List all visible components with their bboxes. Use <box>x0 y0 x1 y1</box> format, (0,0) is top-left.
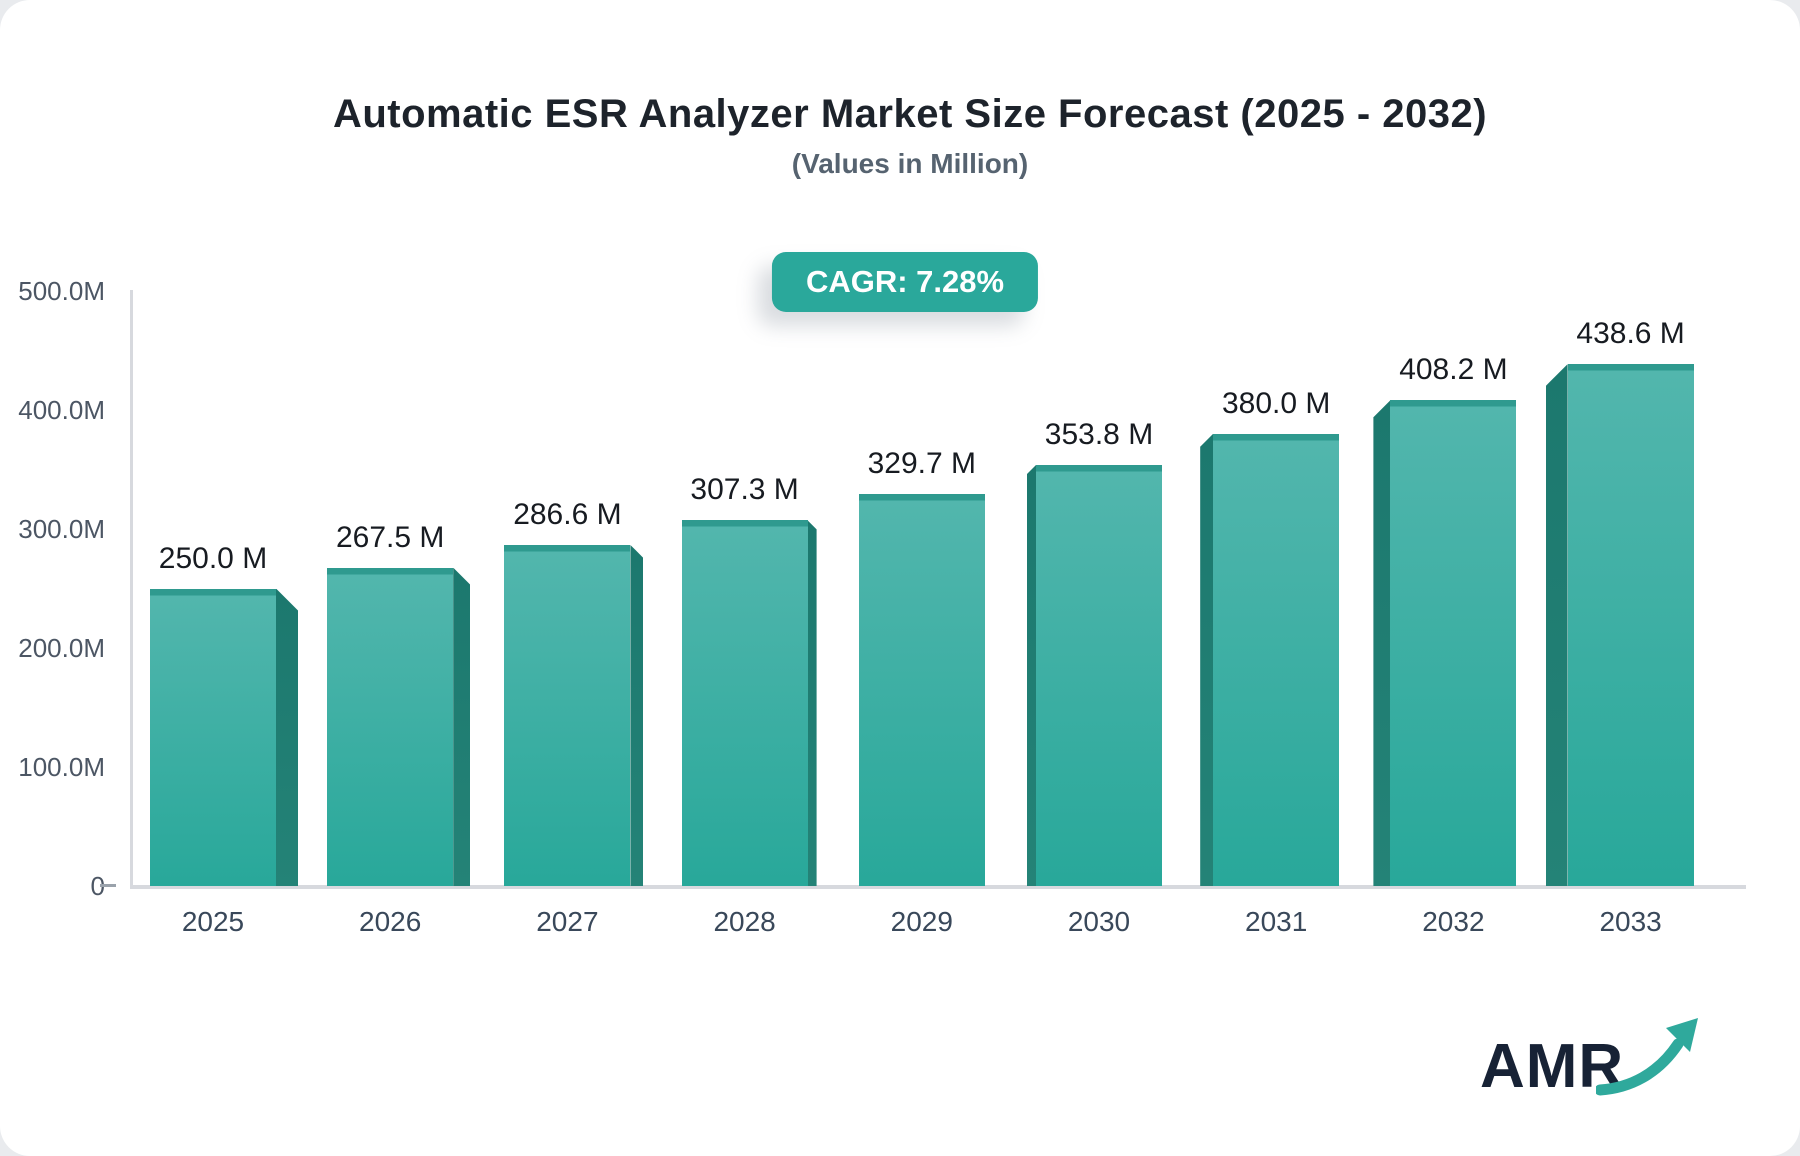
cagr-badge: CAGR: 7.28% <box>771 252 1039 312</box>
bar-3d-side <box>453 567 471 886</box>
x-axis-baseline <box>130 885 1746 889</box>
trending-up-arrow-icon <box>1596 1018 1698 1096</box>
x-axis-year-label: 2031 <box>1245 906 1308 937</box>
bar-3d-side <box>1027 464 1036 886</box>
bar-2032 <box>1390 400 1517 886</box>
x-axis-year-label: 2026 <box>359 906 422 937</box>
bar-2028 <box>681 520 808 886</box>
bar-3d-side <box>1200 433 1214 886</box>
bar-2025 <box>150 588 276 886</box>
x-axis-year-label: 2028 <box>713 906 776 937</box>
bar-value-label: 307.3 M <box>690 473 799 507</box>
bar-2029 <box>858 493 985 886</box>
bar-3d-side <box>1373 400 1391 886</box>
amr-logo: AMR <box>1480 1014 1700 1104</box>
x-axis-year-label: 2025 <box>181 906 245 937</box>
x-axis-year-label: 2033 <box>1599 906 1662 937</box>
bar-3d-side <box>1545 364 1568 886</box>
bar-3d-side <box>807 520 817 886</box>
y-axis-tick-label: 400.0M <box>18 395 105 425</box>
bar-value-label: 329.7 M <box>867 446 976 480</box>
x-axis-year-label: 2027 <box>536 906 599 937</box>
x-axis-year-label: 2029 <box>890 906 953 937</box>
bar-2026 <box>327 567 454 886</box>
bar-3d-side <box>276 588 298 886</box>
bar-2030 <box>1036 464 1162 886</box>
y-axis-tick-label: 0 <box>90 871 105 901</box>
bar-value-label: 250.0 M <box>158 541 268 575</box>
x-axis-year-label: 2032 <box>1422 906 1485 937</box>
x-axis-year-label: 2030 <box>1067 906 1131 937</box>
bar-3d-side <box>630 544 644 886</box>
y-axis-tick-label: 300.0M <box>18 514 105 544</box>
y-axis-zero-tick <box>100 884 116 887</box>
bar-2033 <box>1567 364 1694 886</box>
bar-value-label: 267.5 M <box>335 520 445 554</box>
chart-title: Automatic ESR Analyzer Market Size Forec… <box>332 92 1488 136</box>
y-axis-line <box>130 290 133 888</box>
bar-value-label: 408.2 M <box>1399 353 1508 387</box>
chart-subtitle: (Values in Million) <box>791 148 1029 179</box>
y-axis-tick-label: 200.0M <box>18 633 105 663</box>
bar-value-label: 353.8 M <box>1044 417 1154 451</box>
bar-value-label: 286.6 M <box>513 497 622 531</box>
bar-value-label: 438.6 M <box>1576 317 1685 351</box>
y-axis-tick-label: 500.0M <box>18 276 105 306</box>
bar-2031 <box>1213 433 1340 886</box>
bar-value-label: 380.0 M <box>1221 386 1331 420</box>
bar-2027 <box>504 544 631 886</box>
y-axis-tick-label: 100.0M <box>18 752 105 782</box>
